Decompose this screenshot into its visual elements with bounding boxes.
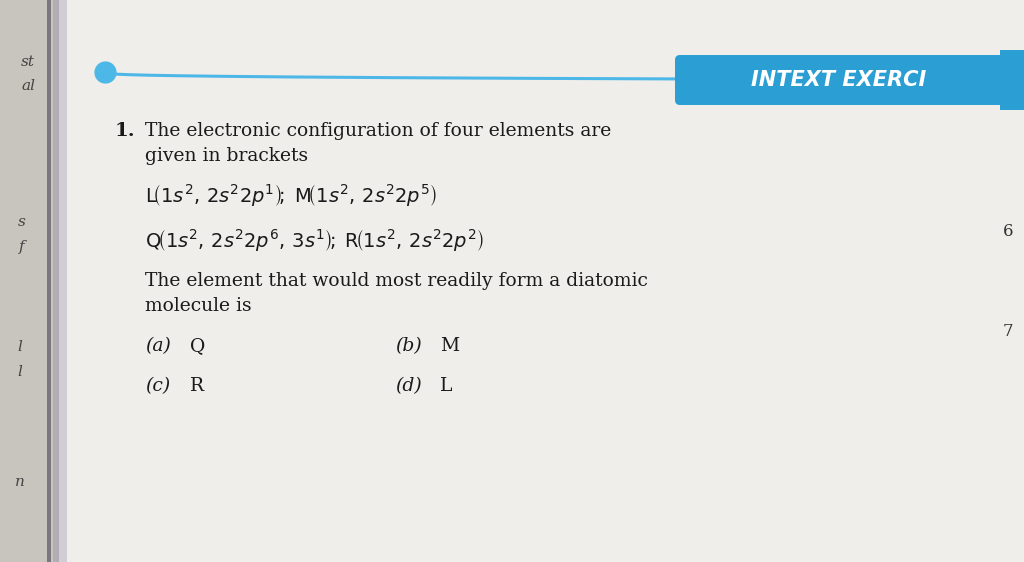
Text: (d): (d) (395, 377, 422, 395)
Text: 7: 7 (1002, 324, 1014, 341)
Text: R: R (190, 377, 204, 395)
Text: al: al (22, 79, 35, 93)
Text: (c): (c) (145, 377, 170, 395)
Text: l: l (17, 365, 23, 379)
Text: (b): (b) (395, 337, 422, 355)
Text: $\mathrm{L}\!\left(1s^2,\,2s^2 2p^1\right)\!;\;\mathrm{M}\!\left(1s^2,\,2s^2 2p^: $\mathrm{L}\!\left(1s^2,\,2s^2 2p^1\righ… (145, 182, 437, 208)
Text: $\mathrm{Q}\!\left(1s^2,\,2s^2 2p^6,\,3s^1\right)\!;\;\mathrm{R}\!\left(1s^2,\,2: $\mathrm{Q}\!\left(1s^2,\,2s^2 2p^6,\,3s… (145, 227, 484, 253)
Bar (1000, 50, 1024, 110)
Text: f: f (19, 240, 25, 254)
Bar (59, 0, 67, 562)
Bar (47, 0, 51, 562)
Text: (a): (a) (145, 337, 171, 355)
Text: st: st (22, 55, 35, 69)
Text: molecule is: molecule is (145, 297, 252, 315)
Text: s: s (18, 215, 26, 229)
Text: l: l (17, 340, 23, 354)
Text: L: L (440, 377, 453, 395)
Text: Q: Q (190, 337, 205, 355)
Text: The element that would most readily form a diatomic: The element that would most readily form… (145, 272, 648, 290)
Text: 1.: 1. (115, 122, 135, 140)
FancyBboxPatch shape (675, 55, 1024, 105)
Text: given in brackets: given in brackets (145, 147, 308, 165)
Text: M: M (440, 337, 459, 355)
Text: 6: 6 (1002, 224, 1014, 241)
Text: The electronic configuration of four elements are: The electronic configuration of four ele… (145, 122, 611, 140)
Text: n: n (15, 475, 25, 489)
Text: INTEXT EXERCI: INTEXT EXERCI (751, 70, 926, 90)
Bar (53, 0, 59, 562)
